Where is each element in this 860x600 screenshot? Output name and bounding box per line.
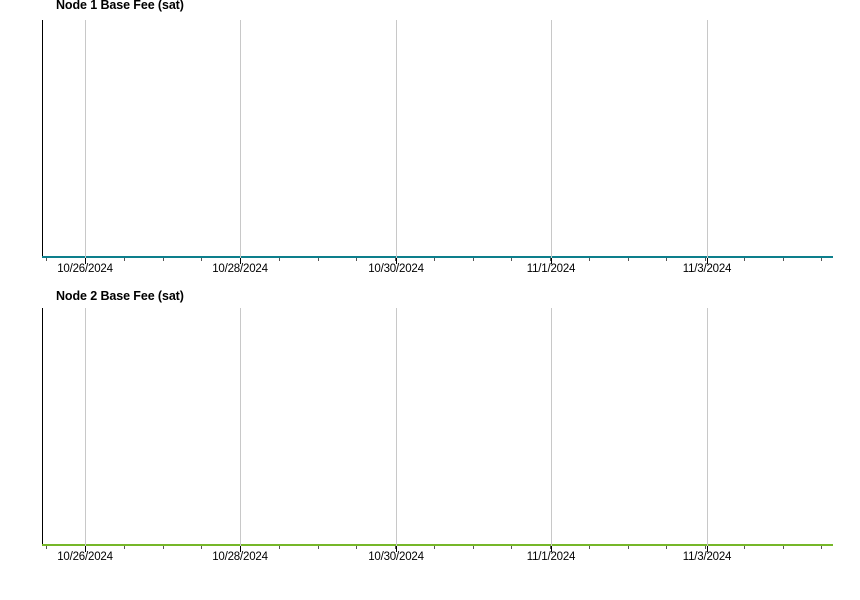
x-axis-tick-label: 11/1/2024 bbox=[526, 263, 576, 275]
gridline bbox=[240, 20, 241, 258]
x-axis-minor-tick bbox=[743, 546, 745, 549]
x-axis-minor-tick bbox=[472, 546, 474, 549]
chart-2-y-axis bbox=[42, 308, 43, 546]
x-axis-minor-tick bbox=[782, 258, 784, 261]
x-axis-minor-tick bbox=[46, 546, 48, 549]
x-axis-minor-tick bbox=[511, 546, 513, 549]
x-axis-minor-tick bbox=[356, 546, 358, 549]
x-axis-major-tick bbox=[240, 546, 241, 552]
chart-2-series-line bbox=[42, 544, 833, 546]
chart-1-series-line bbox=[42, 256, 833, 258]
x-axis-minor-tick bbox=[550, 546, 551, 549]
x-axis-minor-tick bbox=[472, 258, 474, 261]
x-axis-minor-tick bbox=[395, 258, 396, 261]
chart-panel-node-2: Node 2 Base Fee (sat) 10/26/2024 10/28/20… bbox=[0, 288, 860, 578]
x-axis-minor-tick bbox=[162, 546, 164, 549]
x-axis-tick-label: 10/26/2024 bbox=[57, 551, 113, 563]
chart-2-plot-area bbox=[42, 308, 833, 546]
x-axis-minor-tick bbox=[162, 258, 164, 261]
x-axis-tick-label: 11/3/2024 bbox=[682, 551, 732, 563]
x-axis-minor-tick bbox=[433, 258, 435, 261]
x-axis-tick-label: 10/30/2024 bbox=[368, 551, 424, 563]
gridline bbox=[396, 308, 397, 546]
x-axis-minor-tick bbox=[705, 546, 706, 549]
gridline bbox=[85, 308, 86, 546]
x-axis-minor-tick bbox=[278, 258, 280, 261]
x-axis-minor-tick bbox=[511, 258, 513, 261]
x-axis-tick-label: 10/28/2024 bbox=[212, 263, 268, 275]
x-axis-major-tick bbox=[707, 258, 708, 264]
x-axis-minor-tick bbox=[821, 546, 823, 549]
x-axis-major-tick bbox=[85, 546, 86, 552]
x-axis-minor-tick bbox=[395, 546, 396, 549]
x-axis-minor-tick bbox=[666, 258, 668, 261]
x-axis-minor-tick bbox=[201, 258, 203, 261]
x-axis-minor-tick bbox=[550, 258, 551, 261]
gridline bbox=[85, 20, 86, 258]
gridline bbox=[707, 20, 708, 258]
gridline bbox=[551, 20, 552, 258]
chart-2-title: Node 2 Base Fee (sat) bbox=[56, 289, 184, 303]
x-axis-tick-label: 11/3/2024 bbox=[682, 263, 732, 275]
x-axis-minor-tick bbox=[433, 546, 435, 549]
gridline bbox=[396, 20, 397, 258]
x-axis-minor-tick bbox=[782, 546, 784, 549]
x-axis-minor-tick bbox=[821, 258, 823, 261]
x-axis-major-tick bbox=[240, 258, 241, 264]
x-axis-major-tick bbox=[707, 546, 708, 552]
x-axis-minor-tick bbox=[743, 258, 745, 261]
x-axis-tick-label: 10/30/2024 bbox=[368, 263, 424, 275]
x-axis-minor-tick bbox=[666, 546, 668, 549]
x-axis-minor-tick bbox=[123, 258, 125, 261]
x-axis-tick-label: 10/28/2024 bbox=[212, 551, 268, 563]
chart-1-plot-area bbox=[42, 20, 833, 258]
x-axis-major-tick bbox=[551, 546, 552, 552]
x-axis-minor-tick bbox=[46, 258, 48, 261]
chart-1-y-axis bbox=[42, 20, 43, 258]
x-axis-major-tick bbox=[551, 258, 552, 264]
x-axis-minor-tick bbox=[588, 258, 590, 261]
x-axis-major-tick bbox=[396, 258, 397, 264]
gridline bbox=[551, 308, 552, 546]
x-axis-minor-tick bbox=[278, 546, 280, 549]
x-axis-minor-tick bbox=[705, 258, 706, 261]
x-axis-minor-tick bbox=[356, 258, 358, 261]
chart-panel-node-1: Node 1 Base Fee (sat) 10/26/2024 10/28/20… bbox=[0, 0, 860, 288]
gridline bbox=[240, 308, 241, 546]
x-axis-minor-tick bbox=[201, 546, 203, 549]
x-axis-minor-tick bbox=[317, 258, 319, 261]
chart-1-title: Node 1 Base Fee (sat) bbox=[56, 0, 184, 12]
gridline bbox=[707, 308, 708, 546]
x-axis-minor-tick bbox=[317, 546, 319, 549]
x-axis-major-tick bbox=[85, 258, 86, 264]
x-axis-major-tick bbox=[396, 546, 397, 552]
x-axis-minor-tick bbox=[627, 546, 629, 549]
x-axis-minor-tick bbox=[627, 258, 629, 261]
x-axis-minor-tick bbox=[588, 546, 590, 549]
x-axis-tick-label: 11/1/2024 bbox=[526, 551, 576, 563]
x-axis-tick-label: 10/26/2024 bbox=[57, 263, 113, 275]
x-axis-minor-tick bbox=[123, 546, 125, 549]
